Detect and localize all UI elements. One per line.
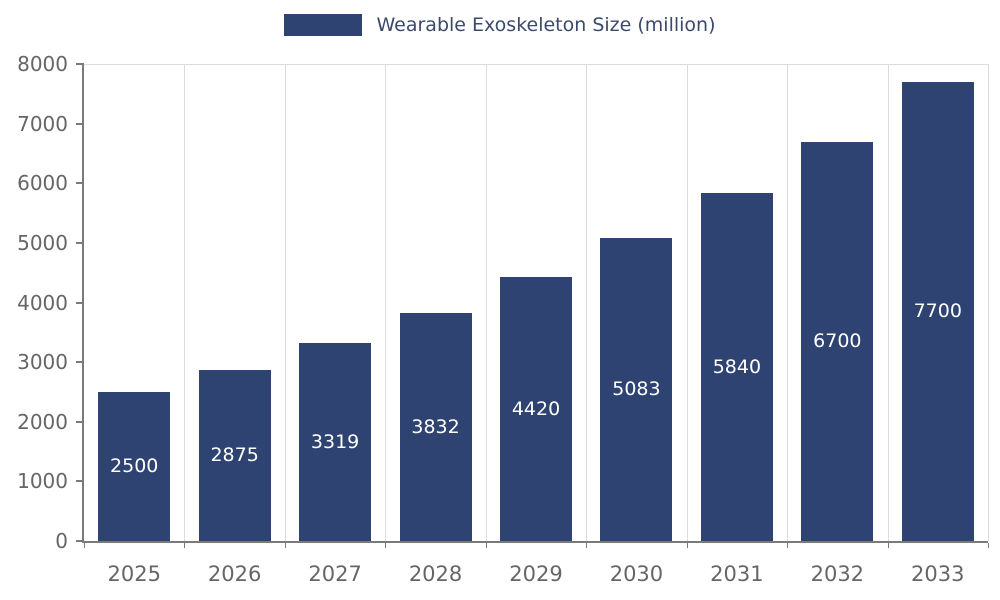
y-tick: [76, 301, 84, 304]
y-tick: [76, 420, 84, 423]
y-axis-label: 1000: [17, 469, 68, 494]
y-axis-label: 4000: [17, 290, 68, 315]
y-tick: [76, 182, 84, 185]
bar-value-label: 5840: [712, 355, 762, 378]
bar[interactable]: 2500: [98, 391, 171, 541]
x-tick: [787, 543, 789, 548]
y-tick: [76, 63, 84, 65]
x-axis-label: 2031: [710, 562, 764, 586]
x-tick: [284, 543, 286, 548]
bar[interactable]: 6700: [801, 141, 874, 541]
y-axis-label: 8000: [17, 52, 68, 76]
x-tick: [84, 543, 85, 548]
x-axis-label: 2033: [911, 562, 965, 586]
bar-value-label: 2875: [210, 444, 259, 467]
x-tick: [686, 543, 688, 548]
bar-value-label: 4420: [511, 398, 561, 421]
bar-value-label: 2500: [110, 455, 159, 478]
bar[interactable]: 5840: [700, 192, 773, 541]
gridline: [686, 64, 688, 541]
legend[interactable]: Wearable Exoskeleton Size (million): [0, 14, 1000, 36]
bar-value-label: 7700: [913, 300, 962, 323]
x-axis-label: 2026: [207, 562, 262, 586]
x-axis-label: 2030: [609, 562, 664, 586]
bar[interactable]: 3832: [399, 312, 472, 541]
legend-swatch: [284, 14, 363, 36]
x-tick: [988, 543, 989, 548]
y-axis-label: 5000: [17, 230, 68, 255]
bar-value-label: 3832: [411, 415, 460, 438]
bar[interactable]: 3319: [299, 343, 372, 541]
bar[interactable]: 5083: [600, 237, 673, 541]
x-tick: [184, 543, 186, 548]
x-axis-label: 2029: [509, 562, 563, 586]
y-tick: [76, 361, 84, 364]
plot-border-top: [84, 64, 988, 65]
x-axis-label: 2028: [408, 562, 463, 586]
gridline: [184, 64, 186, 541]
y-tick: [76, 122, 84, 125]
gridline: [586, 64, 588, 541]
x-tick: [485, 543, 487, 548]
bar-value-label: 5083: [612, 378, 661, 401]
bar-value-label: 3319: [310, 431, 360, 454]
gridline: [284, 64, 286, 541]
x-axis-label: 2025: [107, 562, 161, 586]
y-tick: [76, 540, 84, 542]
gridline: [385, 64, 387, 541]
y-axis-label: 6000: [17, 171, 68, 196]
x-axis-line: [82, 541, 988, 543]
gridline: [787, 64, 789, 541]
y-tick: [76, 241, 84, 244]
bar[interactable]: 7700: [901, 81, 974, 541]
y-axis-label: 2000: [17, 409, 68, 434]
y-axis-label: 0: [55, 529, 68, 553]
x-axis-label: 2032: [810, 562, 865, 586]
y-axis-line: [82, 64, 84, 543]
x-tick: [586, 543, 588, 548]
bar-value-label: 6700: [813, 330, 862, 353]
x-tick: [887, 543, 889, 548]
gridline: [988, 64, 989, 541]
x-tick: [385, 543, 387, 548]
y-axis-label: 7000: [17, 111, 68, 136]
gridline: [887, 64, 889, 541]
x-axis-label: 2027: [308, 562, 362, 586]
bar[interactable]: 4420: [500, 277, 572, 541]
legend-label: Wearable Exoskeleton Size (million): [376, 14, 716, 36]
gridline: [485, 64, 487, 541]
y-axis-label: 3000: [17, 350, 68, 375]
bar[interactable]: 2875: [198, 369, 271, 541]
y-tick: [76, 480, 84, 483]
